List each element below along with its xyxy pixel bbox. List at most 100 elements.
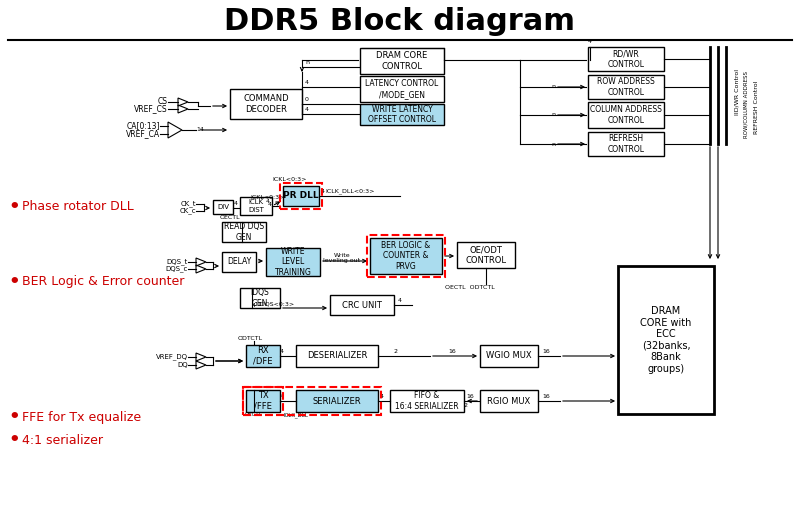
FancyBboxPatch shape <box>588 47 664 71</box>
FancyBboxPatch shape <box>296 390 378 412</box>
Text: 0: 0 <box>305 97 309 102</box>
Text: 4: 4 <box>252 303 256 308</box>
FancyBboxPatch shape <box>457 242 515 268</box>
Text: Phase rotator DLL: Phase rotator DLL <box>22 200 134 213</box>
Text: IID/WR Control: IID/WR Control <box>734 69 739 115</box>
FancyBboxPatch shape <box>246 345 280 367</box>
Text: CK_t: CK_t <box>181 200 196 207</box>
Text: ICKL<0:3>: ICKL<0:3> <box>251 195 285 200</box>
Text: 16: 16 <box>542 394 550 399</box>
Text: CRC UNIT: CRC UNIT <box>342 301 382 310</box>
Text: 4: 4 <box>380 394 384 399</box>
Text: n: n <box>551 113 555 117</box>
Text: VREF_CA: VREF_CA <box>126 129 160 138</box>
FancyBboxPatch shape <box>240 197 272 215</box>
Text: PR DLL: PR DLL <box>283 192 319 200</box>
FancyBboxPatch shape <box>360 76 444 102</box>
FancyBboxPatch shape <box>480 345 538 367</box>
Text: REFRESH Control: REFRESH Control <box>754 80 758 134</box>
Text: 4: 4 <box>321 189 325 194</box>
Text: Write
leveling out: Write leveling out <box>323 253 361 264</box>
FancyBboxPatch shape <box>480 390 538 412</box>
FancyBboxPatch shape <box>222 222 266 242</box>
Text: VREF_DQ: VREF_DQ <box>156 353 188 360</box>
Text: n: n <box>305 60 309 65</box>
Text: ROW/COLUMN ADDRESS: ROW/COLUMN ADDRESS <box>743 70 749 137</box>
Text: DRAM CORE
CONTROL: DRAM CORE CONTROL <box>376 51 428 70</box>
Text: CK_c: CK_c <box>179 208 196 215</box>
Text: ICKL<0:3>: ICKL<0:3> <box>272 177 306 182</box>
Text: ICLK
DIST: ICLK DIST <box>248 199 264 212</box>
Text: OECTL  ODTCTL: OECTL ODTCTL <box>445 285 495 290</box>
FancyBboxPatch shape <box>246 390 280 412</box>
Text: •: • <box>8 198 20 216</box>
FancyBboxPatch shape <box>230 89 302 119</box>
Text: ODTCTL: ODTCTL <box>238 336 262 341</box>
FancyBboxPatch shape <box>240 288 280 308</box>
FancyBboxPatch shape <box>283 186 319 206</box>
FancyBboxPatch shape <box>588 102 664 128</box>
Text: 4: 4 <box>234 201 238 206</box>
Text: •: • <box>8 408 20 426</box>
FancyBboxPatch shape <box>222 252 256 272</box>
Text: SERIALIZER: SERIALIZER <box>313 397 362 406</box>
Text: OE/ODT
CONTROL: OE/ODT CONTROL <box>466 245 506 265</box>
Text: CA[0:13]: CA[0:13] <box>126 122 160 130</box>
Text: COLUMN ADDRESS
CONTROL: COLUMN ADDRESS CONTROL <box>590 105 662 125</box>
FancyBboxPatch shape <box>296 345 378 367</box>
Text: FFE for Tx equalize: FFE for Tx equalize <box>22 410 141 423</box>
Text: n: n <box>551 141 555 147</box>
Text: DIV: DIV <box>217 204 229 210</box>
Text: 14: 14 <box>196 127 204 132</box>
Text: RD/WR
CONTROL: RD/WR CONTROL <box>607 49 645 69</box>
Text: 4: 4 <box>588 39 592 44</box>
Text: 4: 4 <box>305 107 309 112</box>
Text: VREF_CS: VREF_CS <box>134 104 168 113</box>
Text: READ DQS
GEN: READ DQS GEN <box>224 222 264 242</box>
Text: LATENCY CONTROL
/MODE_GEN: LATENCY CONTROL /MODE_GEN <box>366 79 438 99</box>
Text: 4: 4 <box>268 201 272 207</box>
Text: 4: 4 <box>280 349 284 354</box>
Text: ICLK_DLL<0:3>: ICLK_DLL<0:3> <box>326 188 374 194</box>
Text: COMMAND
DECODER: COMMAND DECODER <box>243 94 289 114</box>
FancyBboxPatch shape <box>266 248 320 276</box>
Text: RX
/DFE: RX /DFE <box>254 346 273 366</box>
Text: 16: 16 <box>466 394 474 399</box>
Text: IDQS
GEN: IDQS GEN <box>250 288 270 307</box>
Text: WGIO MUX: WGIO MUX <box>486 351 532 361</box>
Text: RGIO MUX: RGIO MUX <box>487 397 530 406</box>
Text: 4: 4 <box>280 394 284 399</box>
Text: •: • <box>8 431 20 449</box>
Text: 4: 4 <box>305 80 309 85</box>
Text: BER LOGIC &
COUNTER &
PRVG: BER LOGIC & COUNTER & PRVG <box>382 241 430 271</box>
FancyBboxPatch shape <box>330 295 394 315</box>
Text: 2: 2 <box>393 349 397 354</box>
Text: CS: CS <box>158 98 168 106</box>
FancyBboxPatch shape <box>360 48 444 74</box>
Text: OECTL: OECTL <box>220 215 240 220</box>
Text: n: n <box>551 85 555 89</box>
Text: 4:1 serializer: 4:1 serializer <box>22 433 103 446</box>
Text: TX
/FFE: TX /FFE <box>254 392 272 411</box>
Text: OECTL: OECTL <box>245 412 263 417</box>
Text: 2: 2 <box>464 403 468 408</box>
Text: FIFO &
16:4 SERIALIZER: FIFO & 16:4 SERIALIZER <box>395 392 459 411</box>
Text: 16: 16 <box>542 349 550 354</box>
FancyBboxPatch shape <box>390 390 464 412</box>
FancyBboxPatch shape <box>213 200 233 214</box>
Text: DQS_c: DQS_c <box>166 266 188 272</box>
Text: 16: 16 <box>448 349 456 354</box>
Text: ROW ADDRESS
CONTROL: ROW ADDRESS CONTROL <box>597 77 655 97</box>
Text: •: • <box>8 273 20 291</box>
Text: WRITE LATENCY
OFFSET CONTROL: WRITE LATENCY OFFSET CONTROL <box>368 105 436 124</box>
Text: ICLK_DLL: ICLK_DLL <box>283 412 309 418</box>
Text: 4: 4 <box>398 298 402 303</box>
FancyBboxPatch shape <box>360 104 444 125</box>
Text: DQS_t: DQS_t <box>166 258 188 265</box>
Text: DRAM
CORE with
ECC
(32banks,
8Bank
groups): DRAM CORE with ECC (32banks, 8Bank group… <box>640 306 692 374</box>
Text: DDR5 Block diagram: DDR5 Block diagram <box>225 7 575 37</box>
Text: DQ: DQ <box>178 362 188 368</box>
Text: BER Logic & Error counter: BER Logic & Error counter <box>22 276 184 289</box>
FancyBboxPatch shape <box>588 75 664 99</box>
Text: DELAY: DELAY <box>227 257 251 267</box>
